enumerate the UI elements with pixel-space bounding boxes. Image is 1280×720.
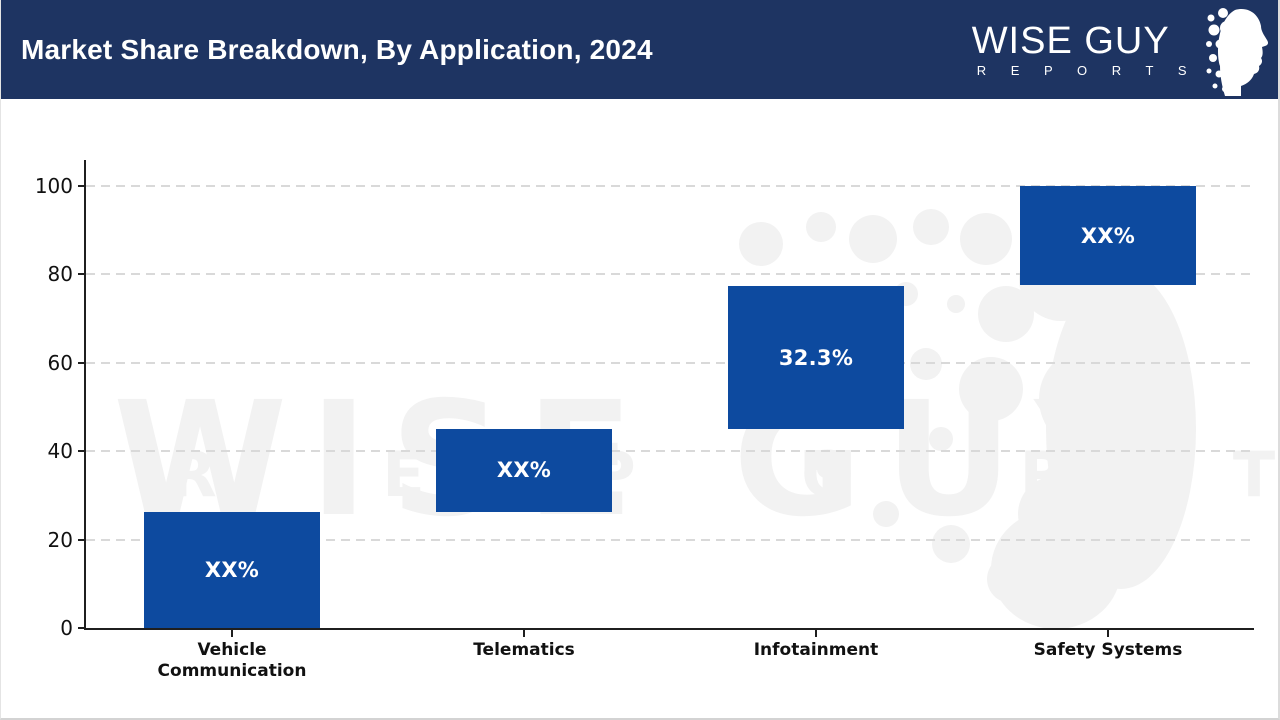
y-gridline xyxy=(86,361,1254,364)
bar-value-label: XX% xyxy=(496,458,552,483)
y-tick-mark xyxy=(78,273,85,276)
y-gridline xyxy=(86,273,1254,276)
brand-name: WISE GUY xyxy=(971,20,1170,62)
bar-value-label: 32.3% xyxy=(778,345,854,370)
bar-value-label: XX% xyxy=(204,557,260,582)
y-tick-mark xyxy=(78,450,85,453)
brand-face-icon xyxy=(1206,7,1269,96)
brand-logo-text: WISE GUY R E P O R T S xyxy=(972,22,1197,77)
x-tick-mark xyxy=(815,630,817,637)
y-tick-mark xyxy=(78,185,85,187)
y-tick-label: 0 xyxy=(60,616,73,640)
x-tick-label: Safety Systems xyxy=(1033,640,1183,660)
x-tick-mark xyxy=(523,630,525,637)
bar: XX% xyxy=(436,429,612,512)
x-tick-mark xyxy=(231,630,233,637)
x-tick-label: Infotainment xyxy=(753,640,879,660)
watermark: WISE GUY R E P O R T S xyxy=(1,99,1278,718)
x-tick-label: Vehicle Communication xyxy=(157,640,307,682)
y-tick-label: 40 xyxy=(47,439,73,464)
x-tick-mark xyxy=(1107,630,1109,637)
y-tick-label: 60 xyxy=(47,350,73,375)
x-tick-label: Telematics xyxy=(473,640,575,660)
y-tick-label: 20 xyxy=(47,527,73,552)
x-axis-spine xyxy=(84,628,1254,630)
y-tick-mark xyxy=(78,361,85,364)
y-tick-mark xyxy=(78,627,85,629)
bar: XX% xyxy=(1020,186,1196,286)
bar: XX% xyxy=(144,511,320,628)
brand-subname: R E P O R T S xyxy=(976,63,1197,78)
header-bar: Market Share Breakdown, By Application, … xyxy=(1,0,1278,99)
bar: 32.3% xyxy=(728,286,904,430)
y-gridline xyxy=(86,538,1254,541)
brand-logo: WISE GUY R E P O R T S xyxy=(972,4,1278,96)
y-axis-spine xyxy=(84,160,86,630)
y-tick-label: 100 xyxy=(34,174,73,198)
y-tick-label: 80 xyxy=(47,262,73,287)
y-tick-mark xyxy=(78,538,85,541)
watermark-face-dots xyxy=(739,209,1196,629)
y-gridline xyxy=(86,450,1254,453)
page-title: Market Share Breakdown, By Application, … xyxy=(21,33,653,65)
y-gridline xyxy=(86,185,1254,187)
bar-value-label: XX% xyxy=(1080,223,1136,248)
